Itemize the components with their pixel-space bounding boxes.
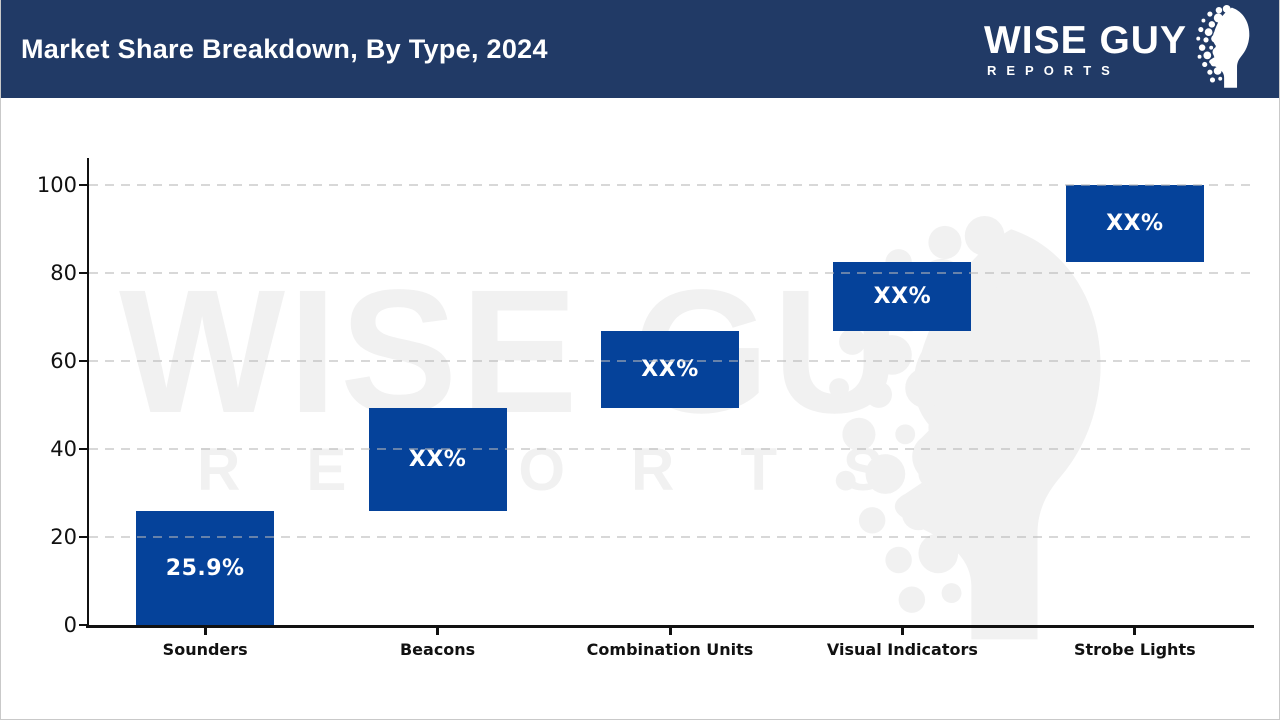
logo-head-icon — [1181, 4, 1253, 94]
header-bar: Market Share Breakdown, By Type, 2024 WI… — [1, 0, 1279, 98]
x-category-label-combination-units: Combination Units — [586, 640, 754, 659]
gridline-80 — [89, 272, 1251, 274]
logo-text: WISE GUY REPORTS — [984, 21, 1187, 78]
y-tick-label-0: 0 — [63, 613, 77, 637]
y-axis-line — [87, 158, 89, 628]
x-axis-line — [86, 625, 1254, 628]
y-tick-mark-100 — [79, 184, 88, 186]
gridline-60 — [89, 360, 1251, 362]
bar-sounders: 25.9% — [136, 511, 275, 625]
chart-title: Market Share Breakdown, By Type, 2024 — [21, 33, 548, 64]
wiseguy-logo: WISE GUY REPORTS — [984, 4, 1253, 94]
y-tick-label-60: 60 — [50, 349, 77, 373]
y-tick-mark-60 — [79, 360, 88, 362]
x-category-label-sounders: Sounders — [162, 640, 248, 659]
gridline-40 — [89, 448, 1251, 450]
bar-value-label-strobe-lights: XX% — [1106, 210, 1164, 236]
bar-beacons: XX% — [368, 407, 507, 512]
y-tick-mark-40 — [79, 448, 88, 450]
bar-value-label-visual-indicators: XX% — [873, 283, 932, 309]
logo-reports-text: REPORTS — [986, 62, 1120, 78]
bar-value-label-sounders: 25.9% — [165, 555, 245, 581]
y-tick-label-40: 40 — [50, 437, 77, 461]
x-tick-mark-sounders — [203, 628, 207, 635]
x-tick-mark-combination-units — [668, 628, 672, 635]
bar-value-label-beacons: XX% — [408, 446, 467, 472]
y-tick-label-80: 80 — [50, 261, 77, 285]
x-tick-mark-strobe-lights — [1133, 628, 1137, 635]
gridline-100 — [89, 184, 1251, 186]
x-category-label-visual-indicators: Visual Indicators — [826, 640, 978, 659]
bar-strobe-lights: XX% — [1065, 185, 1204, 262]
gridline-20 — [89, 536, 1251, 538]
y-tick-label-20: 20 — [50, 525, 77, 549]
y-tick-mark-0 — [79, 624, 88, 626]
plot-area: 0 20 40 60 80 100 25.9% Sounders XX% Beacons XX% Co… — [1, 98, 1279, 719]
logo-wiseguy-text: WISE GUY — [983, 18, 1187, 62]
x-category-label-strobe-lights: Strobe Lights — [1073, 640, 1196, 659]
y-tick-label-100: 100 — [36, 173, 77, 197]
y-tick-mark-20 — [79, 536, 88, 538]
y-tick-mark-80 — [79, 272, 88, 274]
bar-combination-units: XX% — [601, 331, 739, 408]
chart-area: WISE GUY REPORTS 0 20 40 60 80 100 25.9% Sounde… — [1, 98, 1279, 719]
x-tick-mark-beacons — [436, 628, 440, 635]
x-category-label-beacons: Beacons — [399, 640, 476, 659]
x-tick-mark-visual-indicators — [900, 628, 904, 635]
